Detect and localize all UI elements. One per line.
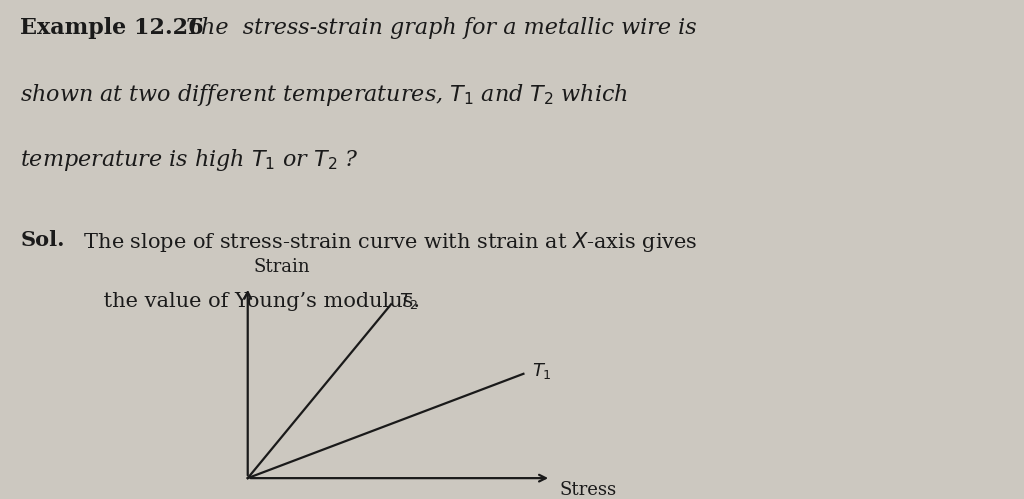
Text: $T_1$: $T_1$ <box>531 361 552 381</box>
Text: the value of Young’s modulus.: the value of Young’s modulus. <box>77 292 420 311</box>
Text: Strain: Strain <box>253 258 310 276</box>
Text: The slope of stress-strain curve with strain at $X$-axis gives: The slope of stress-strain curve with st… <box>77 230 697 253</box>
Text: Stress: Stress <box>559 482 616 499</box>
Text: $T_2$: $T_2$ <box>399 291 419 311</box>
Text: The  stress-strain graph for a metallic wire is: The stress-strain graph for a metallic w… <box>179 17 696 39</box>
Text: shown at two different temperatures, $T_1$ and $T_2$ which: shown at two different temperatures, $T_… <box>20 82 629 108</box>
Text: temperature is high $T_1$ or $T_2$ ?: temperature is high $T_1$ or $T_2$ ? <box>20 147 359 173</box>
Text: Sol.: Sol. <box>20 230 65 250</box>
Text: Example 12.26: Example 12.26 <box>20 17 204 39</box>
